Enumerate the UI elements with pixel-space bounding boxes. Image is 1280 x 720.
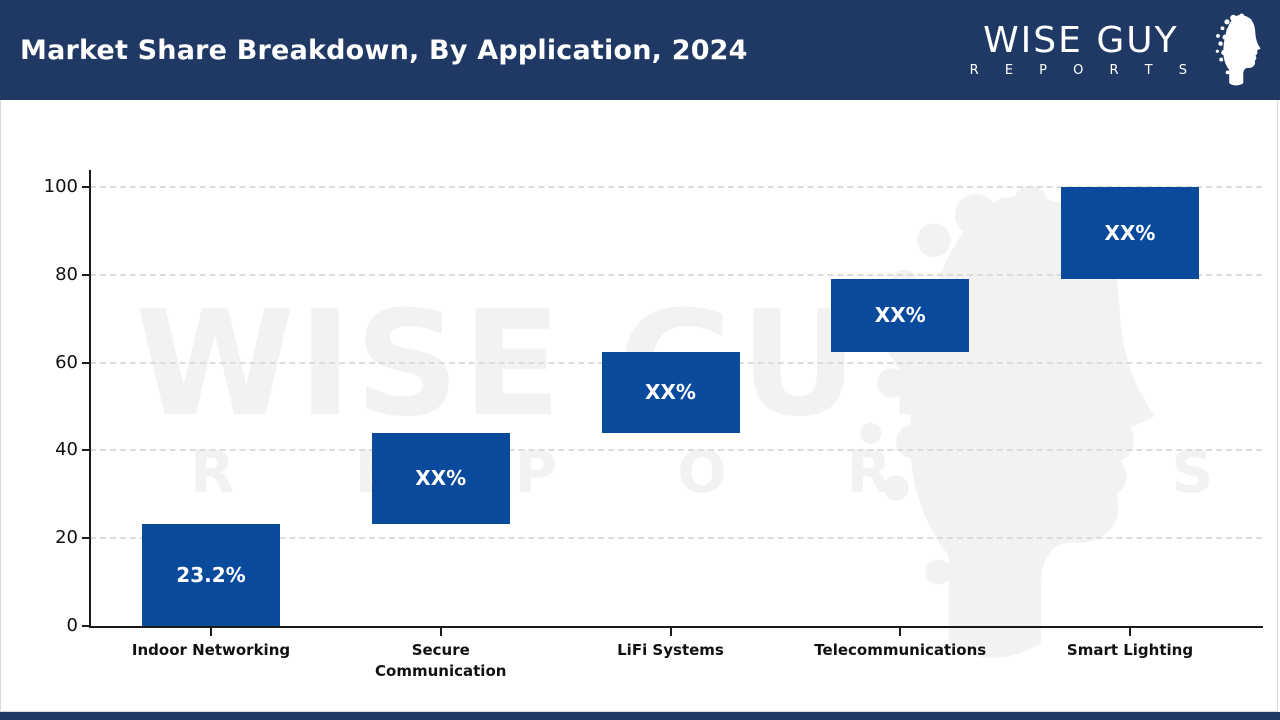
y-tick-mark [82, 537, 90, 540]
y-tick-mark [82, 361, 90, 364]
x-category-label: Secure Communication [375, 641, 507, 680]
header: Market Share Breakdown, By Application, … [0, 0, 1280, 100]
y-tick-label: 60 [55, 351, 78, 373]
bar-value-label: XX% [645, 380, 696, 405]
x-category-label: Smart Lighting [1066, 641, 1194, 659]
x-tick-mark [210, 628, 212, 636]
footer-strip [0, 712, 1280, 720]
y-tick-label: 40 [55, 439, 78, 461]
logo-head-icon [1202, 7, 1266, 93]
y-tick-mark [82, 273, 90, 276]
gridline [90, 186, 1262, 188]
gridline [90, 449, 1262, 452]
page-title: Market Share Breakdown, By Application, … [20, 34, 748, 66]
y-tick-mark [82, 625, 90, 627]
y-tick-label: 80 [55, 263, 78, 285]
x-axis [89, 626, 1263, 628]
x-tick-mark [439, 628, 442, 636]
y-tick-label: 100 [43, 176, 78, 197]
logo-text: WISE GUY R E P O R T S [964, 19, 1198, 78]
x-category-label: Telecommunications [814, 641, 987, 659]
bar-value-label: XX% [874, 303, 926, 328]
y-tick-label: 0 [66, 615, 78, 636]
x-tick-mark [669, 628, 672, 636]
y-tick-mark [82, 186, 90, 188]
bar-segment: XX% [601, 351, 740, 433]
bar-segment: XX% [831, 279, 970, 352]
y-tick-label: 20 [55, 527, 78, 549]
gridline [90, 273, 1262, 276]
wise-guy-logo: WISE GUY R E P O R T S [964, 7, 1280, 93]
bar-value-label: XX% [1104, 221, 1156, 246]
x-tick-mark [1129, 628, 1131, 636]
x-tick-mark [899, 628, 902, 636]
bar-value-label: 23.2% [176, 563, 246, 588]
logo-subtext: R E P O R T S [969, 62, 1198, 78]
y-tick-mark [82, 449, 90, 452]
logo-wordmark: WISE GUY [983, 19, 1179, 61]
gridline [90, 537, 1262, 540]
bar-segment: XX% [1061, 187, 1199, 280]
bar-segment: XX% [371, 432, 510, 525]
x-category-label: LiFi Systems [617, 641, 724, 659]
bar-value-label: XX% [415, 466, 467, 491]
y-axis [89, 170, 91, 628]
watermark-wordmark: WISE GUY [135, 280, 969, 449]
bar-segment: 23.2% [142, 524, 280, 626]
x-category-label: Indoor Networking [131, 641, 291, 659]
